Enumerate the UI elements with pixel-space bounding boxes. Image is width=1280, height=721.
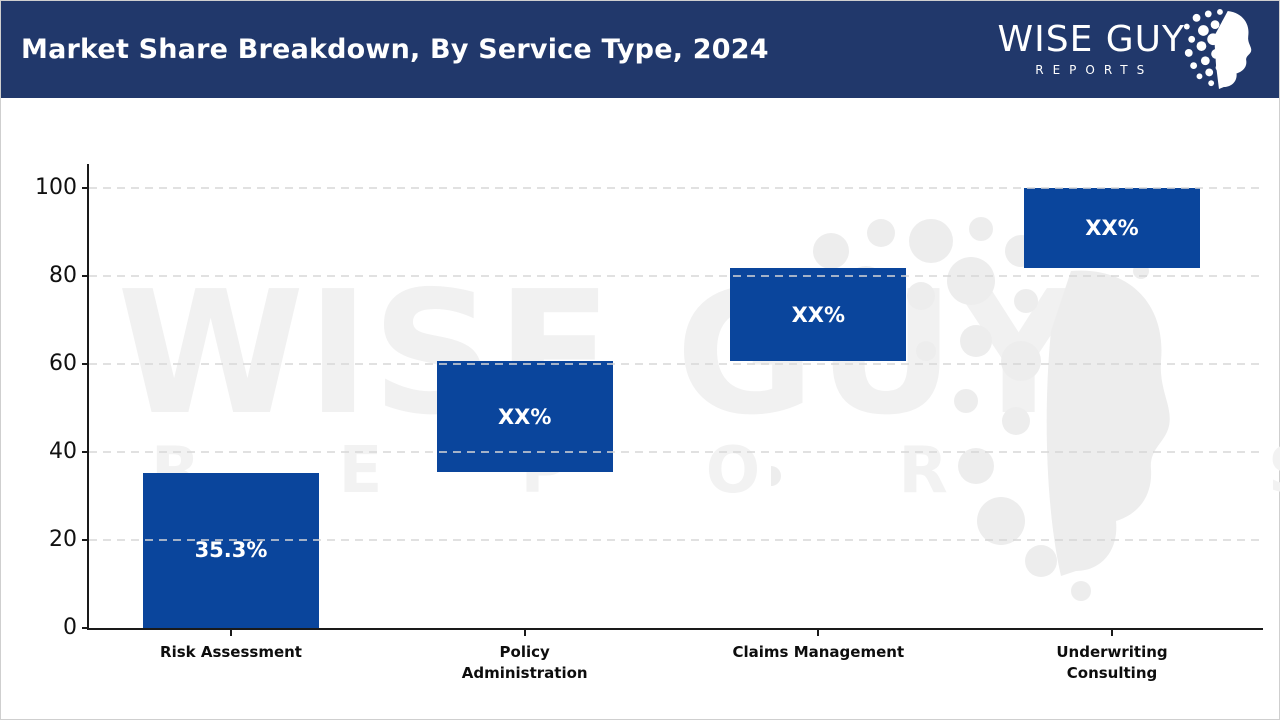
category-label-policy-administration: Policy Administration: [461, 643, 588, 682]
y-tick-label-40: 40: [49, 439, 77, 465]
bar-value-label-risk-assessment: 35.3%: [194, 538, 268, 563]
y-tick-60: [82, 363, 89, 366]
chart-plot-area: 35.3% Risk Assessment XX% Policy Administra…: [1, 98, 1280, 721]
gridline-40: [89, 451, 1263, 454]
bar-underwriting-consulting: [1024, 188, 1200, 269]
gridline-20: [89, 539, 1263, 542]
bar-risk-assessment: [143, 472, 319, 628]
header-banner: Market Share Breakdown, By Service Type,…: [1, 1, 1279, 98]
y-tick-label-0: 0: [63, 615, 77, 640]
category-label-underwriting-consulting: Underwriting Consulting: [1056, 643, 1168, 682]
y-axis-line: [87, 164, 89, 630]
bar-value-label-claims-management: XX%: [791, 302, 846, 327]
y-tick-label-20: 20: [49, 527, 77, 553]
bar-value-label-underwriting-consulting: XX%: [1085, 216, 1139, 241]
y-tick-20: [82, 539, 89, 542]
y-tick-40: [82, 451, 89, 454]
brand-name-label: WISE GUY: [997, 19, 1185, 60]
brand-reports-label: REPORTS: [1035, 63, 1154, 77]
y-tick-0: [82, 627, 89, 629]
gridline-80: [89, 275, 1263, 278]
category-label-claims-management: Claims Management: [732, 643, 905, 661]
bar-claims-management: [730, 268, 907, 362]
bar-value-label-policy-administration: XX%: [497, 404, 552, 429]
bar-policy-administration: [436, 361, 613, 472]
y-tick-label-80: 80: [49, 263, 77, 289]
y-tick-label-60: 60: [49, 351, 77, 377]
x-tick-risk-assessment: [230, 629, 232, 636]
x-tick-underwriting-consulting: [1111, 629, 1113, 636]
x-tick-policy-administration: [523, 629, 526, 636]
brand-logo: WISE GUY REPORTS: [998, 7, 1258, 93]
y-tick-100: [82, 187, 89, 190]
brand-wordmark: WISE GUY REPORTS: [997, 19, 1186, 78]
x-axis-line: [87, 628, 1263, 630]
category-label-risk-assessment: Risk Assessment: [160, 643, 302, 661]
head-profile-icon: [1183, 8, 1252, 89]
page-title: Market Share Breakdown, By Service Type,…: [21, 34, 769, 65]
y-tick-label-100: 100: [35, 175, 77, 201]
x-tick-claims-management: [817, 629, 820, 636]
gridline-60: [89, 363, 1263, 366]
y-tick-80: [82, 275, 89, 278]
gridline-100: [89, 187, 1263, 190]
